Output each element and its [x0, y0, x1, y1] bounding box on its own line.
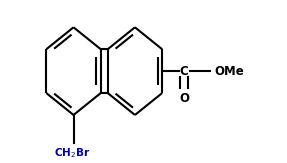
Text: CH$_2$Br: CH$_2$Br — [54, 146, 91, 160]
Text: C: C — [180, 65, 188, 78]
Text: OMe: OMe — [214, 65, 244, 78]
Text: O: O — [179, 92, 189, 105]
